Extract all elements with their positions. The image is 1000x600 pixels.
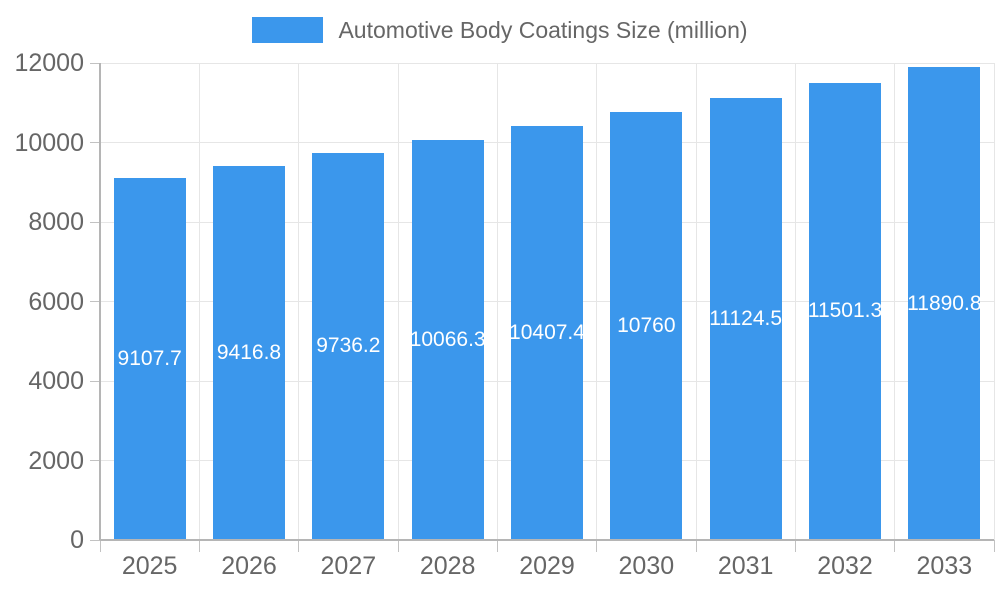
y-axis-tick-label: 0 [70, 526, 84, 554]
bar-value-label: 9107.7 [117, 346, 182, 370]
x-axis-tick [496, 540, 498, 552]
legend-swatch [252, 17, 324, 43]
bar-value-label: 11501.3 [809, 299, 881, 323]
gridline-vertical [496, 63, 498, 540]
x-axis-tick-label: 2027 [320, 552, 377, 580]
bar-value-label: 10760 [617, 314, 676, 338]
bar-2027[interactable]: 9736.2 [312, 152, 385, 540]
legend-label: Automotive Body Coatings Size (million) [338, 16, 748, 43]
gridline-vertical [894, 63, 896, 540]
y-axis-tick-label: 6000 [28, 287, 84, 316]
bar-2028[interactable]: 10066.3 [411, 139, 484, 540]
legend[interactable]: Automotive Body Coatings Size (million) [0, 14, 1000, 46]
gridline-vertical [298, 63, 300, 540]
bar-value-label: 11124.5 [709, 306, 782, 330]
bar-2030[interactable]: 10760 [610, 112, 683, 540]
x-axis-tick [794, 540, 796, 552]
x-axis-tick [596, 540, 598, 552]
bar-2032[interactable]: 11501.3 [809, 82, 881, 540]
y-axis-tick-label: 12000 [14, 49, 84, 77]
x-axis-tick-label: 2030 [618, 552, 675, 580]
bar-value-label: 10407.4 [511, 321, 583, 345]
gridline-vertical [794, 63, 796, 540]
y-axis-tick-label: 2000 [28, 446, 84, 475]
x-axis-tick [894, 540, 896, 552]
x-axis-tick [99, 540, 101, 552]
bar-2031[interactable]: 11124.5 [709, 97, 782, 540]
y-axis-tick [90, 62, 100, 64]
gridline-vertical [397, 63, 399, 540]
y-axis-tick [90, 221, 100, 223]
bar-value-label: 9736.2 [316, 334, 381, 358]
y-axis-tick [90, 460, 100, 461]
y-axis-tick [90, 539, 100, 541]
x-axis-tick [397, 540, 399, 552]
y-axis-tick [90, 380, 100, 382]
y-axis-tick [90, 142, 100, 143]
y-axis-tick-label: 4000 [28, 367, 84, 395]
x-axis-baseline [100, 539, 994, 541]
bar-value-label: 11890.8 [908, 291, 981, 315]
gridline-vertical [695, 63, 697, 540]
x-axis-tick [993, 540, 995, 552]
y-axis-tick-label: 8000 [28, 208, 84, 236]
x-axis-tick-label: 2029 [519, 552, 575, 580]
bar-value-label: 10066.3 [411, 327, 484, 351]
x-axis-tick [298, 540, 300, 552]
bar-2025[interactable]: 9107.7 [113, 177, 186, 540]
x-axis-tick [695, 540, 697, 552]
gridline-vertical [596, 63, 598, 540]
x-axis-tick-label: 2026 [221, 552, 277, 580]
bar-2029[interactable]: 10407.4 [511, 126, 583, 540]
gridline-horizontal [100, 62, 994, 64]
bar-value-label: 9416.8 [216, 340, 282, 364]
x-axis-tick-label: 2031 [717, 552, 774, 580]
x-axis-tick [198, 540, 200, 552]
x-axis-tick-label: 2033 [916, 552, 973, 580]
gridline-vertical [993, 63, 995, 540]
x-axis-tick-label: 2025 [121, 552, 178, 580]
y-axis-line [99, 63, 101, 540]
bar-2033[interactable]: 11890.8 [908, 67, 981, 540]
bar-2026[interactable]: 9416.8 [213, 165, 285, 540]
y-axis-tick-label: 10000 [14, 128, 84, 157]
gridline-vertical [198, 63, 200, 540]
x-axis-tick-label: 2032 [817, 552, 873, 580]
y-axis-tick [90, 301, 100, 302]
x-axis-tick-label: 2028 [419, 552, 476, 580]
